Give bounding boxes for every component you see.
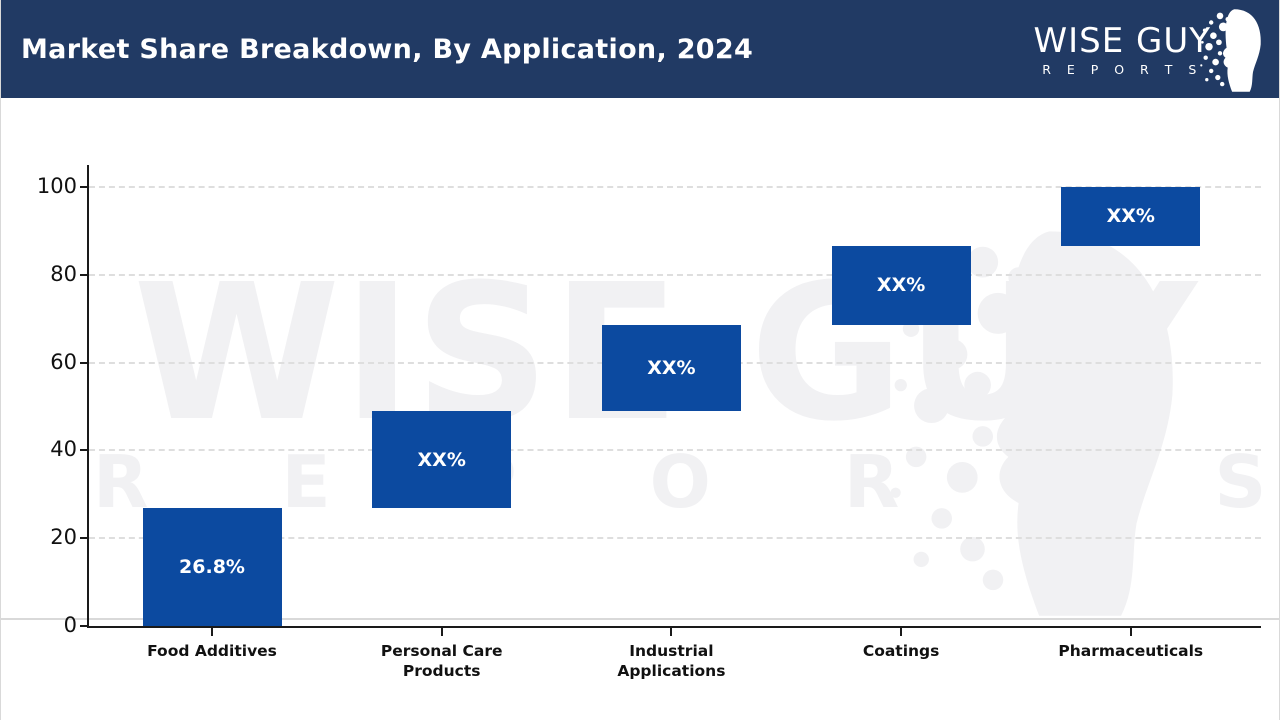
y-tick-mark	[80, 186, 89, 188]
gridline	[89, 186, 1261, 188]
x-tick-mark	[1129, 628, 1132, 636]
y-tick-label: 0	[63, 613, 77, 637]
waterfall-chart: WISE GUY R E P O R T S 0 20 40 60 80 100 26.8%…	[1, 98, 1279, 716]
bar-value-label: XX%	[876, 274, 926, 297]
logo-subtext: R E P O R T S	[1042, 62, 1203, 78]
y-tick-label: 100	[36, 174, 77, 198]
bar-segment: 26.8%	[142, 508, 282, 626]
gridline	[89, 537, 1261, 540]
bar-value-label: XX%	[647, 356, 696, 379]
header-bar: Market Share Breakdown, By Application, …	[1, 0, 1279, 98]
logo-face-icon	[1200, 9, 1261, 92]
plot-area: 0 20 40 60 80 100 26.8% Food Additives XX% Person…	[1, 98, 1279, 716]
x-category-label: Food Additives	[147, 642, 277, 660]
y-tick-mark	[80, 537, 89, 540]
wise-guy-reports-logo: WISE GUY R E P O R T S	[1033, 6, 1265, 94]
x-category-label: Personal Care Products	[380, 642, 503, 680]
gridline	[89, 449, 1261, 452]
x-tick-mark	[900, 628, 903, 636]
x-tick-mark	[211, 628, 213, 636]
bar-segment: XX%	[601, 324, 741, 411]
bar-segment: XX%	[372, 410, 512, 509]
bar-value-label: XX%	[417, 448, 466, 471]
x-category-label: Industrial Applications	[617, 642, 726, 680]
y-tick-label: 80	[50, 261, 77, 286]
y-axis-line	[87, 165, 89, 628]
bar-segment: XX%	[831, 245, 971, 325]
logo-wordmark: WISE GUY	[1033, 20, 1211, 61]
bar-value-label: 26.8%	[179, 556, 245, 579]
y-tick-mark	[80, 361, 89, 364]
x-tick-mark	[440, 628, 443, 636]
x-tick-mark	[670, 628, 673, 636]
y-tick-mark	[80, 273, 89, 276]
y-tick-label: 20	[50, 525, 77, 550]
x-category-label: Coatings	[862, 642, 940, 660]
chart-title: Market Share Breakdown, By Application, …	[21, 34, 754, 65]
bar-value-label: XX%	[1106, 205, 1155, 228]
y-tick-mark	[80, 449, 89, 452]
y-tick-label: 40	[50, 437, 77, 462]
logo-text: WISE GUY R E P O R T S	[1033, 20, 1211, 78]
x-axis-line	[87, 626, 1261, 628]
y-tick-label: 60	[50, 349, 77, 374]
gridline	[89, 273, 1261, 276]
bottom-divider	[1, 618, 1279, 620]
bar-segment: XX%	[1061, 187, 1201, 246]
y-tick-mark	[80, 625, 89, 627]
x-category-label: Pharmaceuticals	[1058, 642, 1204, 660]
